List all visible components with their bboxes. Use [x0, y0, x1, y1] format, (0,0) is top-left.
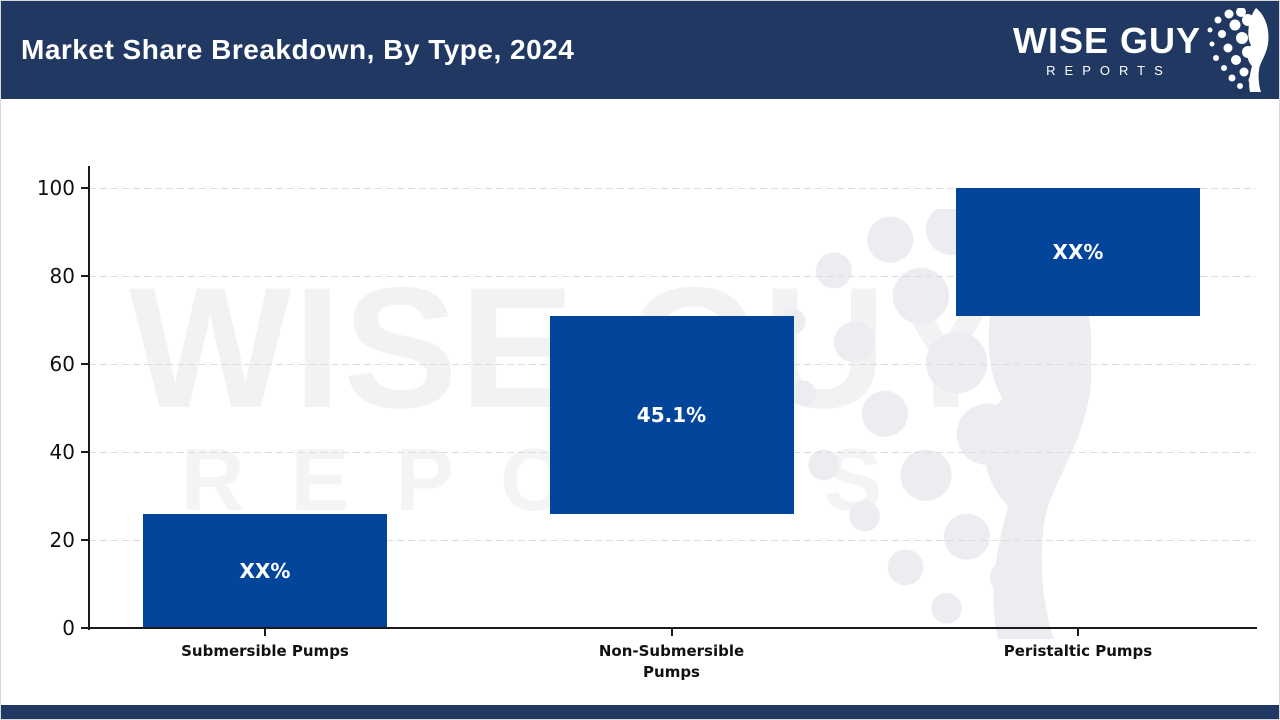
y-gridline: [89, 188, 1256, 189]
bar-value-label: 45.1%: [636, 402, 707, 427]
x-tick-mark: [670, 628, 673, 636]
y-axis-line: [88, 166, 90, 630]
page-title: Market Share Breakdown, By Type, 2024: [21, 34, 575, 65]
y-tick-label: 40: [49, 440, 75, 464]
market-share-bar: XX%: [956, 188, 1200, 316]
market-share-bar: XX%: [143, 514, 387, 627]
y-tick-label: 60: [49, 352, 75, 376]
y-tick-label: 80: [49, 264, 75, 288]
y-gridline: [89, 540, 1256, 541]
watermark-face-pattern: [780, 209, 1091, 639]
market-share-bar: 45.1%: [549, 315, 794, 515]
chart-area: WISE GUY REPORTS 020406080100XX%Submersi…: [1, 99, 1279, 705]
x-axis-line: [88, 627, 1257, 629]
x-tick-mark: [264, 628, 266, 636]
logo-face-icon: [1207, 8, 1269, 92]
bar-value-label: XX%: [1052, 239, 1104, 264]
footer-bar: [1, 705, 1279, 719]
logo-wordmark: WISE GUY REPORTS: [1012, 19, 1201, 78]
x-category-label: Non-Submersible Pumps: [598, 642, 745, 681]
logo-wordmark-line2: REPORTS: [1046, 62, 1172, 78]
bar-value-label: XX%: [239, 558, 291, 583]
y-tick-mark: [81, 275, 89, 277]
x-tick-mark: [1077, 628, 1079, 636]
y-tick-mark: [81, 627, 89, 629]
y-tick-label: 20: [49, 528, 75, 552]
logo-wordmark-line1: WISE GUY: [1012, 19, 1201, 61]
y-tick-mark: [81, 187, 89, 189]
y-tick-mark: [81, 451, 89, 453]
y-tick-label: 100: [36, 176, 75, 200]
y-tick-mark: [81, 539, 89, 541]
y-gridline: [89, 276, 1256, 277]
x-category-label: Submersible Pumps: [181, 642, 349, 660]
wise-guy-logo: WISE GUY REPORTS: [1013, 8, 1269, 92]
y-tick-label: 0: [62, 616, 75, 640]
header-bar: Market Share Breakdown, By Type, 2024 WI…: [1, 1, 1279, 99]
y-tick-mark: [81, 363, 89, 365]
x-category-label: Peristaltic Pumps: [1003, 642, 1153, 660]
